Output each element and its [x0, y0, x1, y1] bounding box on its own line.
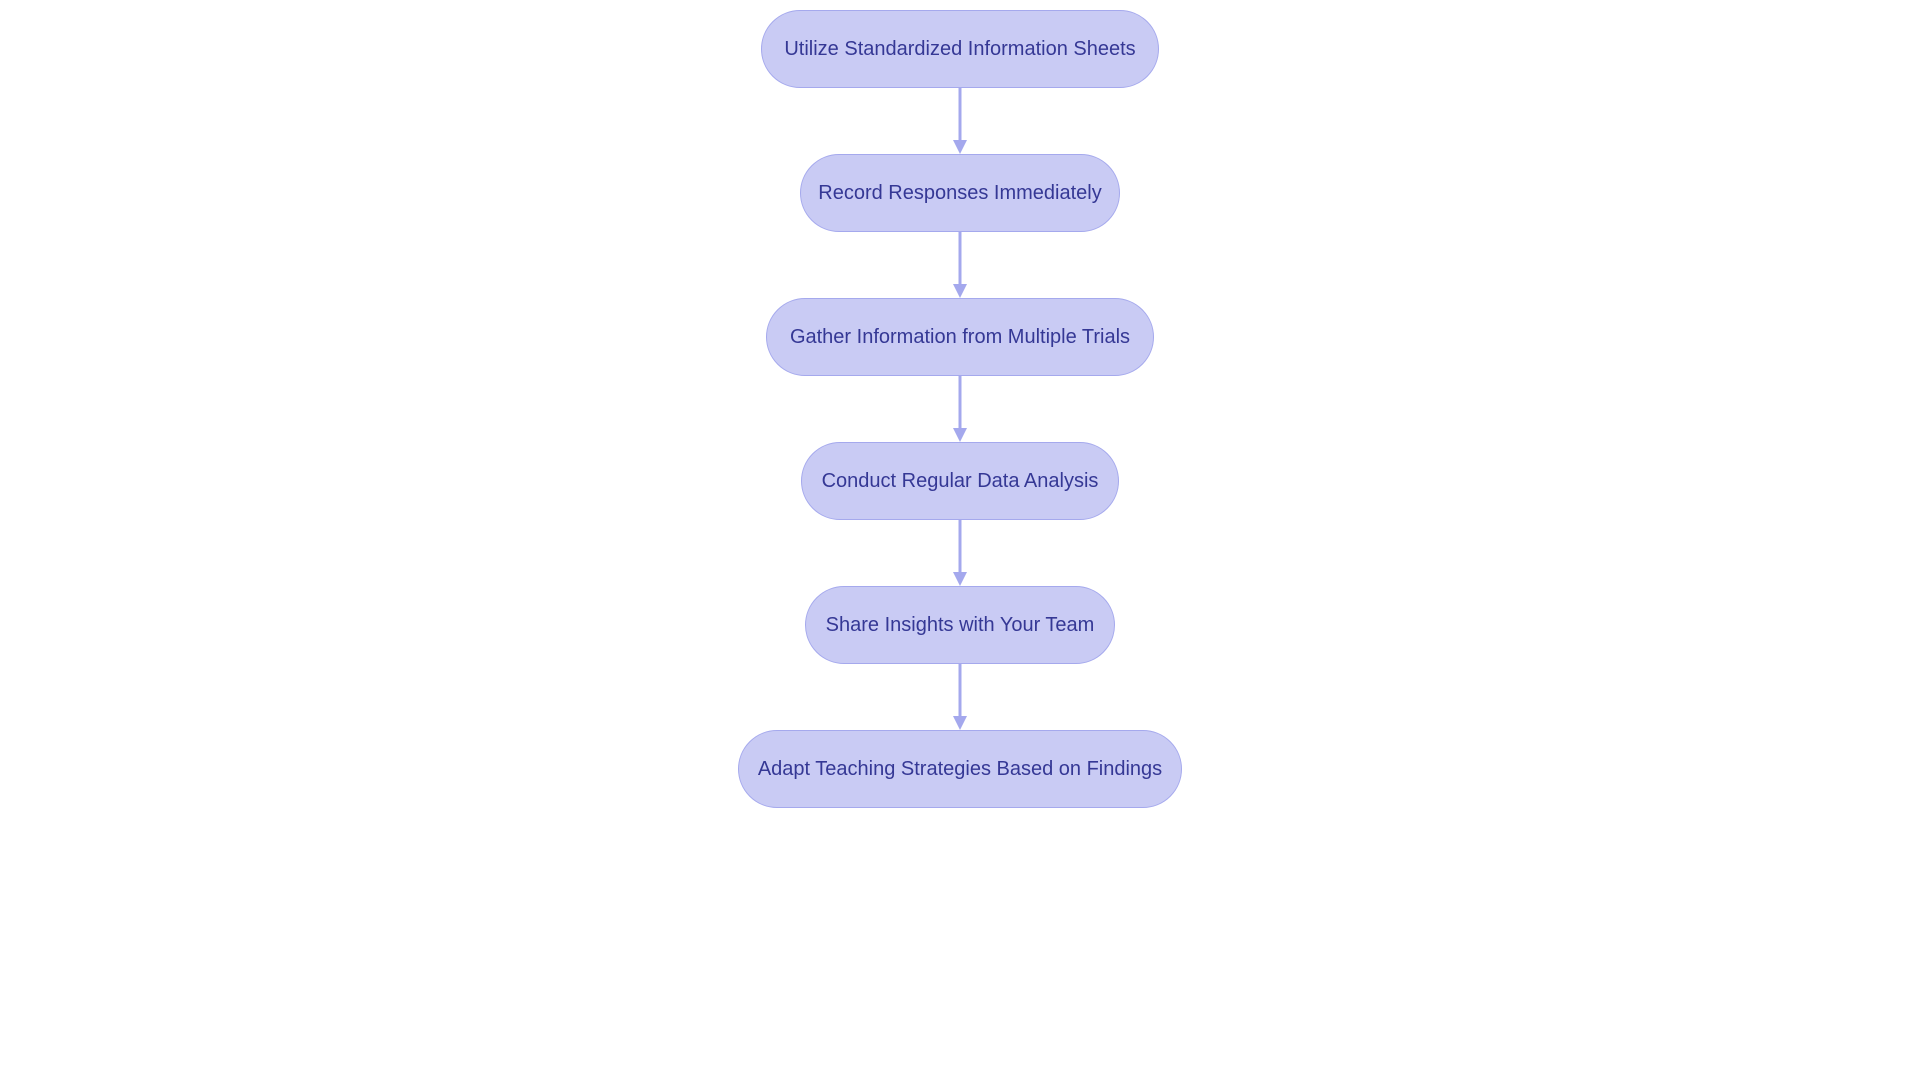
flowchart-arrow — [950, 88, 970, 154]
flowchart-node-n2: Record Responses Immediately — [800, 154, 1120, 232]
flowchart-node-n4: Conduct Regular Data Analysis — [801, 442, 1119, 520]
flowchart-arrow — [950, 232, 970, 298]
flowchart-arrow — [950, 520, 970, 586]
flowchart-arrow — [950, 376, 970, 442]
flowchart-node-n6: Adapt Teaching Strategies Based on Findi… — [738, 730, 1182, 808]
flowchart: Utilize Standardized Information Sheets R… — [730, 10, 1190, 808]
flowchart-node-n5: Share Insights with Your Team — [805, 586, 1115, 664]
flowchart-node-n3: Gather Information from Multiple Trials — [766, 298, 1154, 376]
flowchart-arrow — [950, 664, 970, 730]
flowchart-node-n1: Utilize Standardized Information Sheets — [761, 10, 1159, 88]
